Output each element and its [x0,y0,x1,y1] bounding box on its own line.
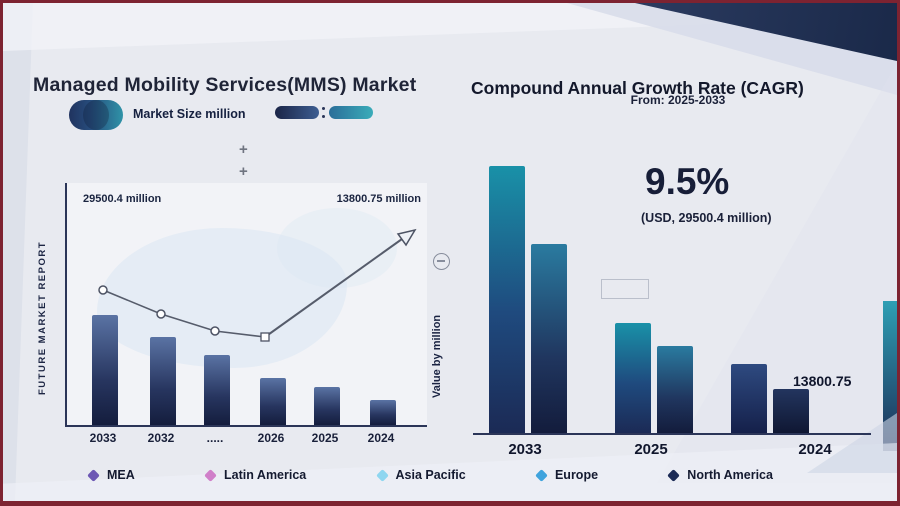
left-bar-..... [204,355,230,425]
legend-diamond-icon [375,468,389,482]
right-x-axis-label: 2033 [508,441,542,458]
left-chart-max-annotation: 29500.4 million [83,193,162,205]
right-chart-bar [489,166,525,433]
legend-pill-teal [329,106,373,119]
future-market-report-watermark: FUTURE MARKET REPORT [37,240,48,395]
left-edge-decoration [3,3,33,501]
left-bar-2033 [92,315,118,425]
legend-item-north-america: North America [667,468,773,482]
y-axis-label: Value by million [431,314,443,399]
legend-diamond-icon [87,468,100,482]
legend-label: Latin America [224,468,307,482]
left-chart-panel: 29500.4 million 13800.75 million [65,183,427,427]
legend-item-europe: Europe [535,468,599,482]
left-bar-2032 [150,337,176,425]
right-chart-value-label: 13800.75 [793,373,852,389]
legend-item-latin-america: Latin America [204,468,307,482]
left-x-axis-label: 2033 [89,431,117,445]
legend-label: Asia Pacific [395,468,466,482]
legend-item-mea: MEA [87,468,135,482]
left-x-axis-label: ..... [206,431,224,445]
square-outline-decoration [601,279,649,299]
left-bars-container [67,183,427,425]
left-x-axis-label: 2025 [311,431,339,445]
legend-label: MEA [107,468,135,482]
cagr-caption: (USD, 29500.4 million) [641,211,772,225]
legend-label: North America [687,468,773,482]
legend-label: Europe [554,468,599,482]
left-x-axis-label: 2026 [257,431,285,445]
cylinder-icon [69,100,123,130]
right-chart-bar [657,346,693,433]
legend-diamond-icon [667,468,681,482]
cagr-subtitle: From: 2025-2033 [630,93,726,107]
legend-pill-navy [275,106,319,119]
plus-decoration: + [239,163,248,180]
right-teal-sliver [883,301,897,451]
right-chart-baseline [473,433,871,435]
market-size-legend-label: Market Size million [133,107,246,121]
plus-decoration: + [239,141,248,158]
right-chart-bar [531,244,567,433]
legend-item-asia-pacific: Asia Pacific [375,468,466,482]
right-chart-bar [615,323,651,433]
left-x-axis: 2033 2032..... 2026 2025 2024 [65,431,425,447]
legend-diamond-icon [204,468,217,482]
legend-colon-icon [322,107,325,118]
legend-diamond-icon [535,468,548,482]
left-bar-2024 [370,400,396,425]
cagr-value: 9.5% [645,161,730,202]
region-legend: MEA Latin America Asia Pacific Europe North … [87,468,773,482]
left-bar-2025 [314,387,340,425]
right-pale-decoration [657,63,897,483]
left-chart-title: Managed Mobility Services(MMS) Market [33,74,417,97]
left-x-axis-label: 2032 [147,431,175,445]
left-chart-min-annotation: 13800.75 million [336,193,421,205]
left-x-axis-label: 2024 [367,431,395,445]
circle-minus-icon [433,253,450,270]
cagr-title: Compound Annual Growth Rate (CAGR) [471,77,804,98]
left-bar-2026 [260,378,286,425]
